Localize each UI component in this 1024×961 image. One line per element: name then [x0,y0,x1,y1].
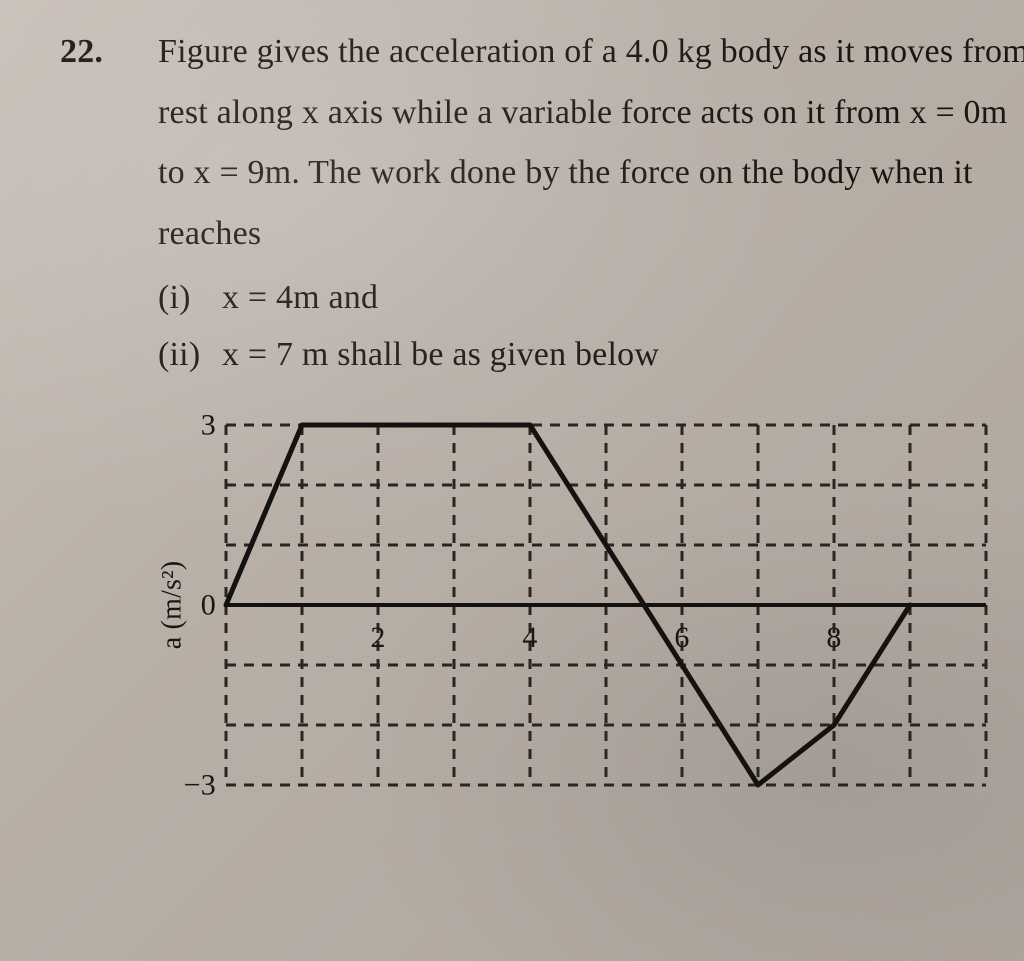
axis-tick: 3 [201,399,216,452]
subpart-ii: (ii) x = 7 m shall be as given below [158,329,1024,382]
subpart-text: x = 4m and [222,272,378,325]
question-body: Figure gives the acceleration of a 4.0 k… [158,22,1024,795]
subparts: (i) x = 4m and (ii) x = 7 m shall be as … [158,272,1024,381]
question-number: 22. [60,22,130,795]
axis-tick: 8 [826,611,841,664]
subpart-label: (ii) [158,329,210,382]
axis-tick: 4 [522,611,537,664]
subpart-label: (i) [158,272,210,325]
chart-container: a (m/s²) x(m) −3032468 [176,415,1024,795]
y-axis-label: a (m/s²) [147,561,197,650]
page: 22. Figure gives the acceleration of a 4… [0,0,1024,961]
axis-tick: −3 [184,759,216,812]
question-block: 22. Figure gives the acceleration of a 4… [60,22,984,795]
axis-tick: 2 [370,611,385,664]
acceleration-chart [176,415,1006,795]
axis-tick: 6 [674,611,689,664]
subpart-i: (i) x = 4m and [158,272,1024,325]
question-text: Figure gives the acceleration of a 4.0 k… [158,33,1024,252]
axis-tick: 0 [201,579,216,632]
subpart-text: x = 7 m shall be as given below [222,329,659,382]
